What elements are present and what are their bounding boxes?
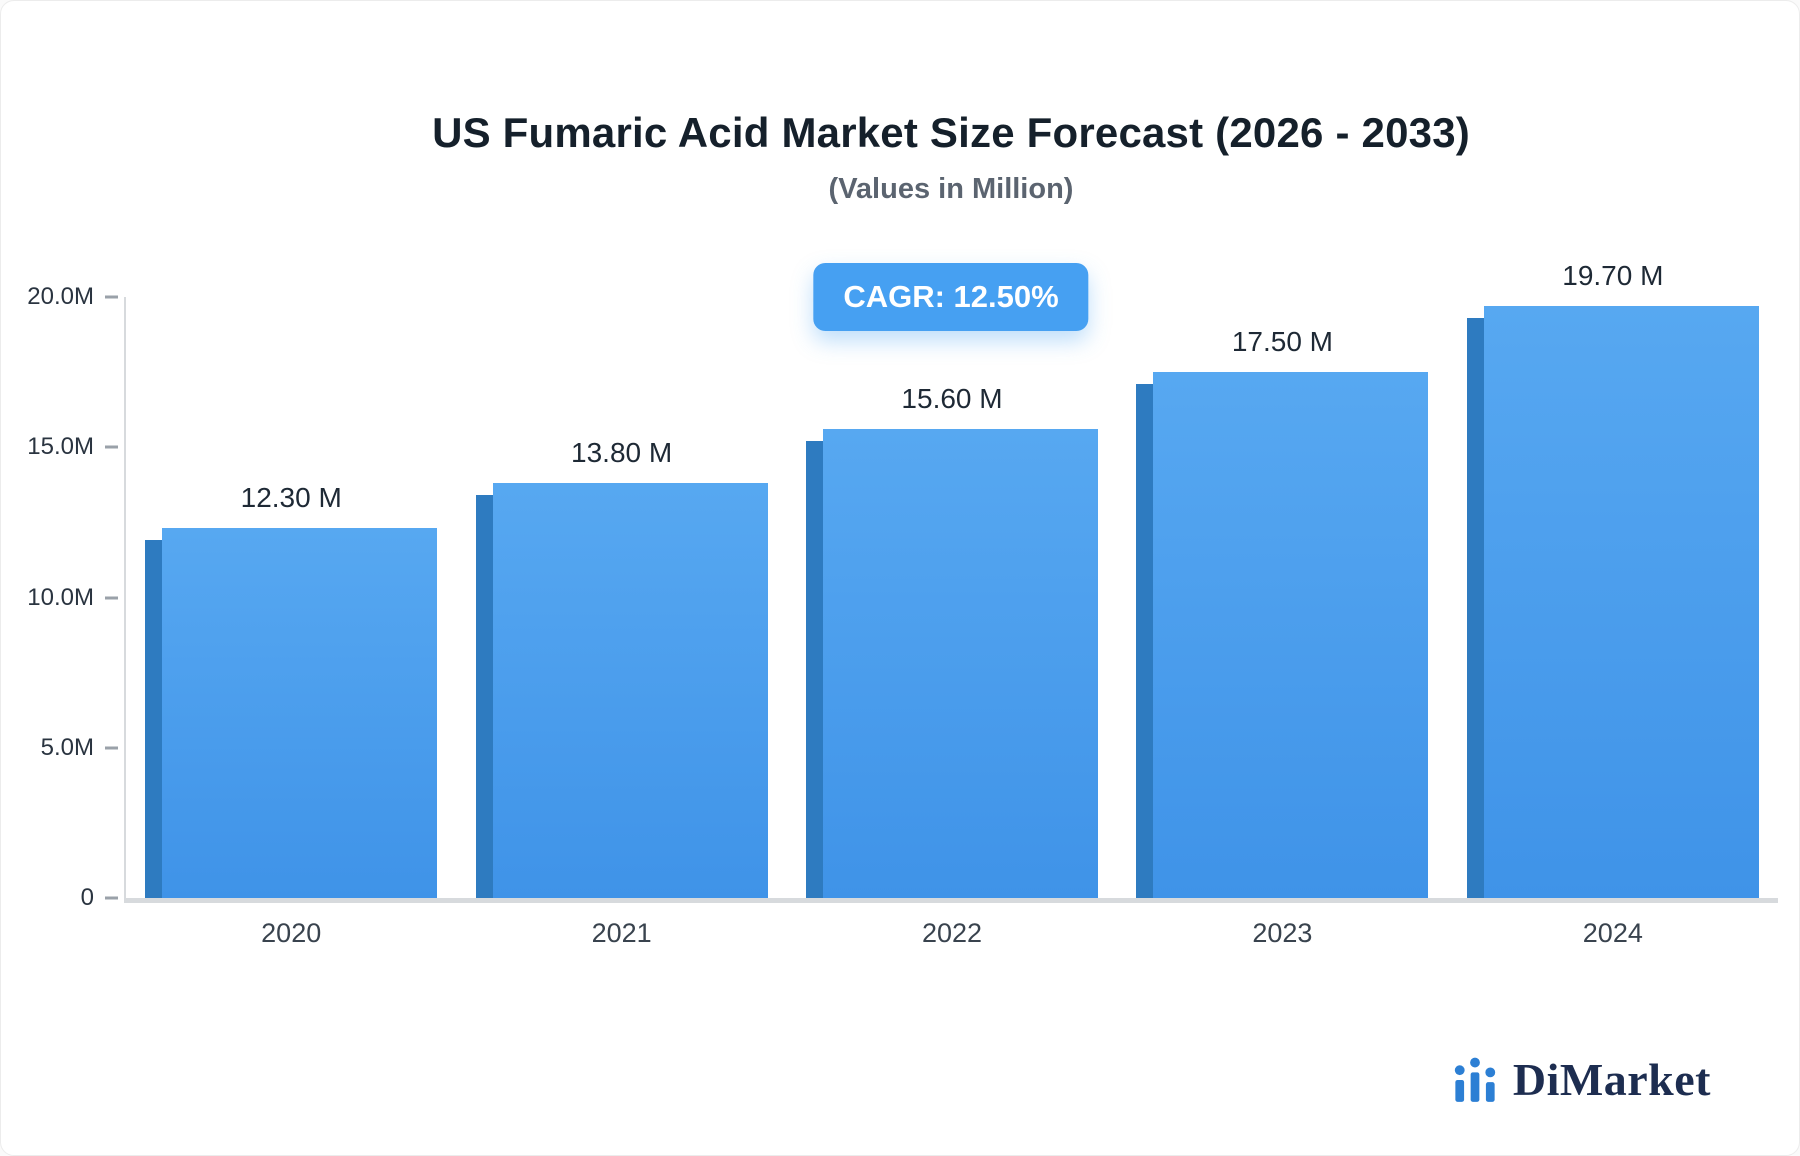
bar-face	[1153, 372, 1429, 898]
bar-2023: 17.50 M	[1136, 326, 1429, 898]
bar-3d-edge	[1136, 384, 1154, 898]
y-axis-tick	[105, 596, 118, 599]
bar-group-2020: 12.30 M 2020	[126, 297, 456, 948]
y-axis-tick	[105, 746, 118, 750]
bar-value-label: 19.70 M	[1562, 260, 1664, 292]
cagr-badge: CAGR: 12.50%	[813, 263, 1089, 331]
bar-2021: 13.80 M	[475, 437, 768, 898]
bar-group-2023: 17.50 M 2023	[1117, 297, 1447, 948]
bar-value-label: 17.50 M	[1231, 326, 1334, 358]
plot-area: 20.0M 15.0M 10.0M 5.0M 0 12.30 M 2020 13.80 M 2…	[27, 260, 1778, 948]
bar-face	[823, 429, 1099, 898]
brand-name: DiMarket	[1512, 1054, 1711, 1105]
bar-face	[492, 483, 768, 898]
chart-subtitle: (Values in Million)	[828, 173, 1074, 205]
y-axis-tick	[105, 295, 118, 299]
x-axis-label: 2023	[1252, 918, 1313, 948]
bar-value-label: 12.30 M	[240, 482, 342, 514]
bar-3d-edge	[1466, 318, 1484, 898]
bar-3d-edge	[475, 495, 493, 898]
bar-group-2022: 15.60 M 2022	[787, 297, 1117, 948]
bar-2020: 12.30 M	[145, 482, 438, 898]
y-axis-tick	[105, 445, 118, 449]
bar-2024: 19.70 M	[1466, 260, 1759, 898]
bar-face	[1483, 306, 1759, 898]
bar-value-label: 15.60 M	[901, 383, 1003, 415]
y-axis-tick	[105, 896, 118, 900]
x-axis-label: 2021	[591, 918, 652, 948]
y-axis-label: 0	[80, 884, 94, 911]
bar-3d-edge	[806, 441, 824, 898]
brand-logo: DiMarket	[1451, 1053, 1711, 1106]
y-axis-label: 10.0M	[27, 583, 94, 611]
bar-2022: 15.60 M	[806, 383, 1099, 898]
x-axis-label: 2020	[261, 918, 322, 948]
y-axis-label: 5.0M	[40, 733, 94, 761]
y-axis-label: 20.0M	[27, 283, 94, 310]
bar-face	[162, 528, 438, 898]
bar-group-2021: 13.80 M 2021	[456, 297, 786, 948]
bar-3d-edge	[145, 540, 163, 898]
x-axis-label: 2022	[921, 918, 983, 948]
y-axis-label: 15.0M	[27, 433, 94, 461]
bar-value-label: 13.80 M	[571, 437, 673, 469]
dimarket-logo-icon	[1454, 1057, 1496, 1102]
bar-group-2024: 19.70 M 2024	[1448, 260, 1778, 948]
chart-title: US Fumaric Acid Market Size Forecast (20…	[432, 109, 1470, 156]
bar-series: 12.30 M 2020 13.80 M 2021 15.60 M 2022 17.50 M…	[126, 260, 1778, 948]
x-axis-label: 2024	[1582, 918, 1643, 948]
